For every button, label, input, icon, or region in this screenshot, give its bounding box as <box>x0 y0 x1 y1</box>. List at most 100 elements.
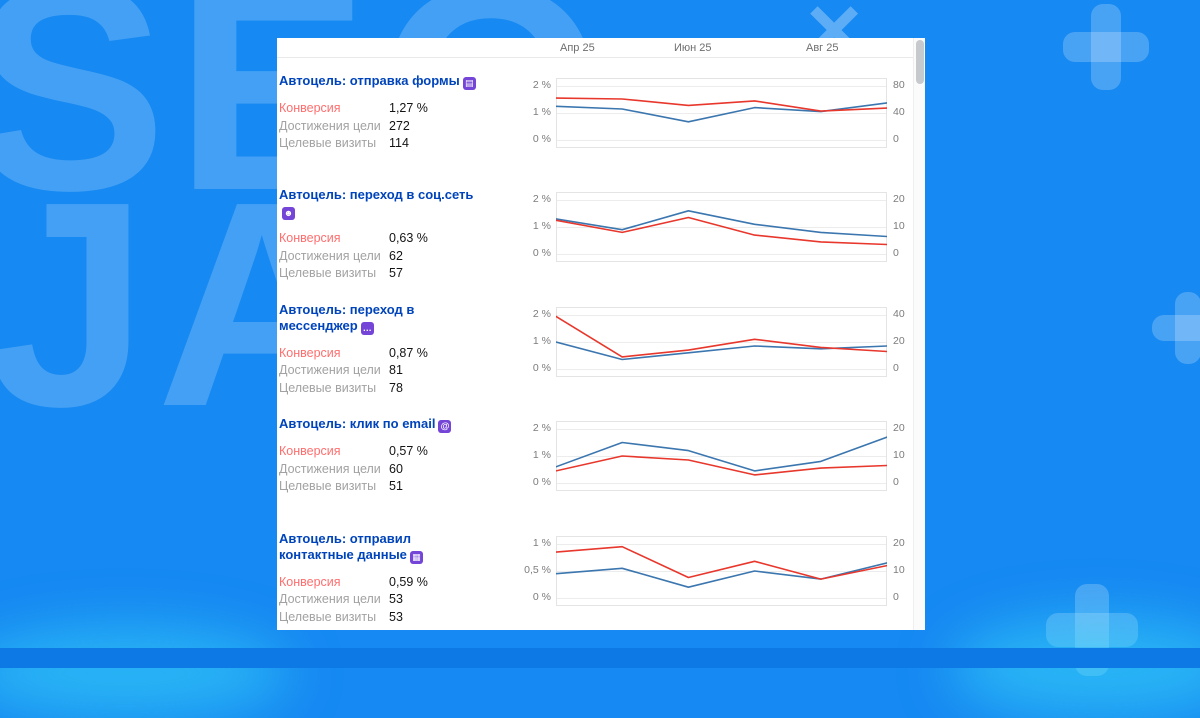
goal-sparkline-chart: 2 % 1 % 0 % 20 10 0 <box>526 192 913 286</box>
chart-plot-area <box>556 535 887 606</box>
chart-right-axis: 20 10 0 <box>887 192 913 262</box>
chart-left-axis: 2 % 1 % 0 % <box>526 192 556 262</box>
axis-tick-label: 0 % <box>532 133 551 145</box>
metric-label: Достижения цели <box>279 461 381 476</box>
goal-metrics: Конверсия 0,57 % Достижения цели 60 Целевы… <box>279 443 526 496</box>
bottom-band <box>0 648 1200 668</box>
cyan-glow-decoration <box>0 628 290 718</box>
metric-value: 62 <box>389 248 403 263</box>
goal-row: Автоцель: отправил контактные данные ▦ Ко… <box>277 516 913 630</box>
goal-metrics: Конверсия 0,59 % Достижения цели 53 Целевы… <box>279 574 526 627</box>
scrollbar-thumb[interactable] <box>916 40 924 84</box>
form-icon: ▤ <box>462 77 476 90</box>
goal-title-text: Автоцель: отправил контактные данные <box>279 530 412 562</box>
metric-value: 78 <box>389 380 403 395</box>
axis-tick-label: 0 % <box>532 361 551 374</box>
goal-metrics: Конверсия 0,87 % Достижения цели 81 Целевы… <box>279 345 526 398</box>
metric-goal-reaches: Достижения цели 60 <box>279 461 526 479</box>
metric-conversion: Конверсия 0,87 % <box>279 345 526 363</box>
metric-value: 57 <box>389 266 403 281</box>
goal-info: Автоцель: переход в мессенджер… Конверси… <box>279 302 526 401</box>
goal-info: Автоцель: клик по email @ Конверсия 0,57 %… <box>279 416 526 515</box>
time-axis: Апр 25 Июн 25 Авг 25 <box>277 38 913 58</box>
goal-sparkline-chart: 2 % 1 % 0 % 20 10 0 <box>526 421 913 515</box>
axis-tick-label: 2 % <box>532 307 551 320</box>
goal-title-link[interactable]: Автоцель: переход в соц.сеть ☻ <box>279 187 484 221</box>
metric-label: Конверсия <box>279 101 341 115</box>
goal-title-link[interactable]: Автоцель: отправил контактные данные ▦ <box>279 531 484 564</box>
goal-title-link[interactable]: Автоцель: клик по email @ <box>279 416 484 434</box>
chart-plot-area <box>556 421 887 492</box>
goal-sparkline-chart: 2 % 1 % 0 % 80 40 0 <box>526 78 913 172</box>
metric-goal-visits: Целевые визиты 78 <box>279 380 526 398</box>
goal-info: Автоцель: отправка формы ▤ Конверсия 1,27 … <box>279 73 526 172</box>
metric-goal-reaches: Достижения цели 81 <box>279 362 526 380</box>
metric-goal-reaches: Достижения цели 272 <box>279 118 526 136</box>
chart-left-axis: 2 % 1 % 0 % <box>526 307 556 377</box>
metric-label: Достижения цели <box>279 363 381 378</box>
chart-plot-area <box>556 78 887 148</box>
metric-goal-visits: Целевые визиты 51 <box>279 478 526 496</box>
axis-tick-label: 1 % <box>532 334 551 347</box>
metric-label: Конверсия <box>279 574 341 589</box>
metric-label: Целевые визиты <box>279 136 377 150</box>
metric-label: Достижения цели <box>279 592 381 607</box>
goal-title-text: Автоцель: переход в мессенджер <box>279 301 415 333</box>
metric-goal-reaches: Достижения цели 62 <box>279 248 526 266</box>
metric-conversion: Конверсия 0,57 % <box>279 443 526 461</box>
time-axis-tick: Апр 25 <box>560 42 595 54</box>
axis-tick-label: 20 <box>893 536 905 549</box>
goal-row: Автоцель: отправка формы ▤ Конверсия 1,27 … <box>277 58 913 172</box>
goal-title-link[interactable]: Автоцель: отправка формы ▤ <box>279 73 484 90</box>
axis-tick-label: 0 <box>893 590 899 603</box>
goal-row: Автоцель: переход в мессенджер… Конверси… <box>277 287 913 401</box>
goal-row: Автоцель: клик по email @ Конверсия 0,57 %… <box>277 401 913 515</box>
goal-info: Автоцель: отправил контактные данные ▦ Ко… <box>279 531 526 630</box>
time-axis-tick: Июн 25 <box>674 42 712 54</box>
metric-value: 114 <box>389 136 409 150</box>
email-icon: @ <box>438 420 452 434</box>
plus-shape-icon <box>1152 292 1200 364</box>
chart-left-axis: 2 % 1 % 0 % <box>526 421 556 491</box>
axis-tick-label: 40 <box>893 307 905 320</box>
axis-tick-label: 20 <box>893 193 905 206</box>
metric-goal-visits: Целевые визиты 57 <box>279 265 526 283</box>
axis-tick-label: 0,5 % <box>524 563 551 576</box>
axis-tick-label: 2 % <box>532 193 551 206</box>
metric-goal-reaches: Достижения цели 53 <box>279 591 526 609</box>
goal-title-link[interactable]: Автоцель: переход в мессенджер… <box>279 302 484 335</box>
metric-conversion: Конверсия 0,59 % <box>279 574 526 592</box>
metric-label: Достижения цели <box>279 248 381 263</box>
axis-tick-label: 1 % <box>532 536 551 549</box>
chart-right-axis: 20 10 0 <box>887 536 913 606</box>
metric-label: Конверсия <box>279 231 341 246</box>
axis-tick-label: 0 % <box>532 247 551 260</box>
metric-goal-visits: Целевые визиты 114 <box>279 135 526 153</box>
axis-tick-label: 80 <box>893 79 905 91</box>
chart-plot-area <box>556 192 887 263</box>
axis-tick-label: 20 <box>893 422 905 435</box>
axis-tick-label: 1 % <box>532 106 551 118</box>
metric-label: Целевые визиты <box>279 609 377 624</box>
contact-card-icon: ▦ <box>409 550 423 564</box>
axis-tick-label: 2 % <box>532 422 551 435</box>
chart-plot-area <box>556 306 887 377</box>
person-icon: ☻ <box>282 207 295 221</box>
axis-tick-label: 20 <box>893 334 905 347</box>
metric-value: 51 <box>389 479 403 494</box>
chart-left-axis: 1 % 0,5 % 0 % <box>524 536 556 606</box>
axis-tick-label: 0 % <box>532 476 551 489</box>
goals-report-panel: Апр 25 Июн 25 Авг 25 Автоцель: отправка фо… <box>277 38 925 630</box>
metric-label: Конверсия <box>279 444 341 459</box>
axis-tick-label: 1 % <box>532 220 551 233</box>
panel-scrollbar[interactable] <box>913 38 925 630</box>
metric-label: Целевые визиты <box>279 380 377 395</box>
metric-value: 0,87 % <box>389 345 428 360</box>
axis-tick-label: 10 <box>893 220 905 233</box>
axis-tick-label: 0 <box>893 247 899 260</box>
metric-label: Целевые визиты <box>279 266 377 281</box>
chart-right-axis: 40 20 0 <box>887 307 913 377</box>
goal-title-text: Автоцель: клик по email <box>279 416 436 432</box>
chart-left-axis: 2 % 1 % 0 % <box>526 78 556 148</box>
goal-sparkline-chart: 1 % 0,5 % 0 % 20 10 0 <box>524 535 913 630</box>
